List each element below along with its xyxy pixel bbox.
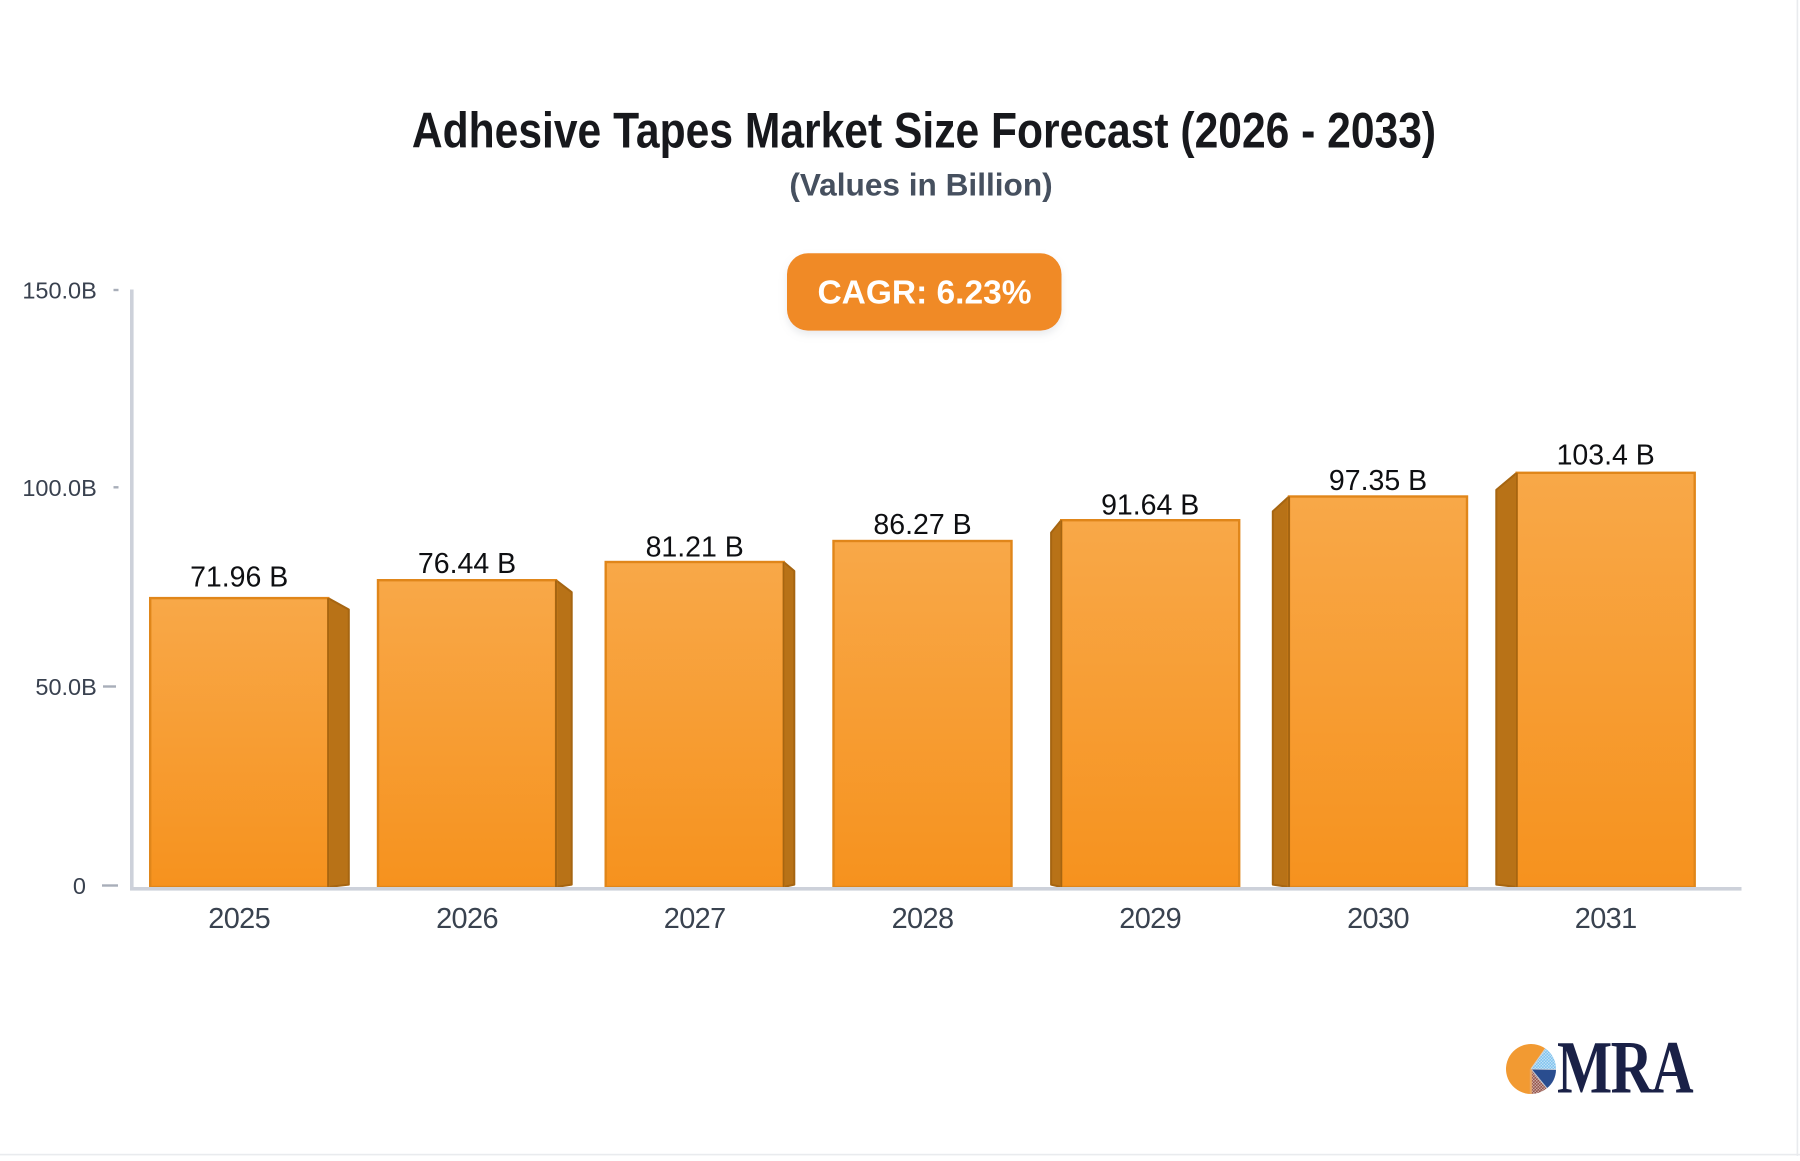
svg-text:150.0B: 150.0B — [22, 278, 96, 304]
svg-text:2030: 2030 — [1347, 903, 1409, 935]
svg-text:2028: 2028 — [892, 903, 954, 935]
svg-text:Adhesive Tapes Market Size For: Adhesive Tapes Market Size Forecast (202… — [412, 102, 1436, 158]
svg-text:103.4 B: 103.4 B — [1557, 440, 1655, 472]
svg-text:100.0B: 100.0B — [22, 475, 96, 501]
svg-text:2025: 2025 — [208, 903, 270, 935]
svg-text:2027: 2027 — [664, 903, 726, 935]
svg-text:76.44 B: 76.44 B — [418, 548, 516, 580]
svg-text:50.0B: 50.0B — [35, 674, 96, 700]
svg-text:0: 0 — [73, 873, 86, 899]
svg-text:86.27 B: 86.27 B — [873, 509, 971, 541]
svg-text:CAGR: 6.23%: CAGR: 6.23% — [817, 275, 1031, 312]
svg-text:91.64 B: 91.64 B — [1101, 489, 1199, 521]
svg-text:(Values in Billion): (Values in Billion) — [789, 167, 1052, 203]
svg-text:97.35 B: 97.35 B — [1329, 465, 1427, 497]
svg-text:2026: 2026 — [436, 903, 498, 935]
svg-text:81.21 B: 81.21 B — [646, 531, 744, 563]
svg-text:2031: 2031 — [1575, 903, 1637, 935]
svg-text:71.96 B: 71.96 B — [190, 561, 288, 593]
svg-text:MRA: MRA — [1557, 1026, 1694, 1110]
svg-text:2029: 2029 — [1119, 903, 1181, 935]
